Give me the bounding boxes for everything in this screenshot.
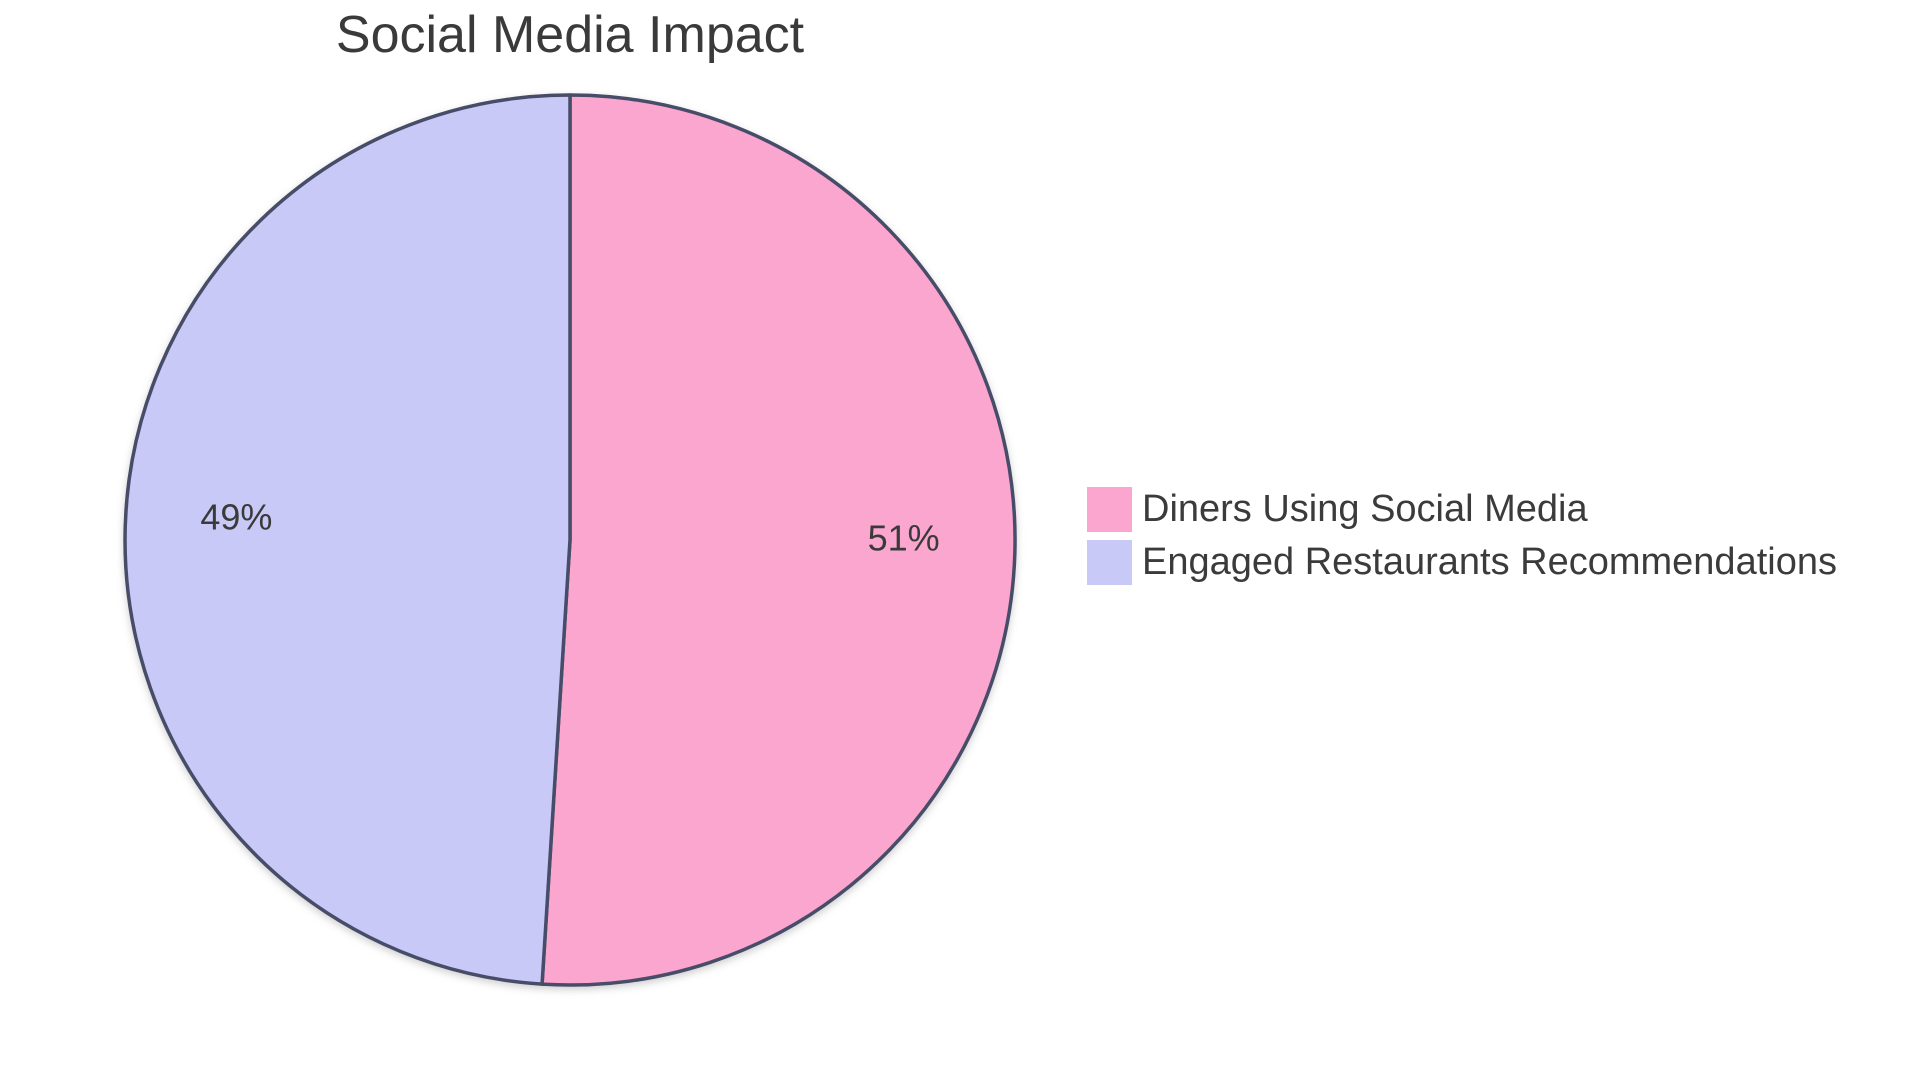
slice-percapt-label: 49%	[200, 497, 272, 538]
legend-item[interactable]: Engaged Restaurants Recommendations	[1087, 540, 1837, 585]
legend-label: Diners Using Social Media	[1142, 488, 1588, 530]
legend: Diners Using Social Media Engaged Restaur…	[1087, 487, 1837, 585]
legend-item[interactable]: Diners Using Social Media	[1087, 487, 1837, 532]
pie-slice-2[interactable]	[123, 93, 572, 986]
pie-slices-group	[123, 93, 1017, 987]
legend-label: Engaged Restaurants Recommendations	[1142, 541, 1837, 583]
legend-swatch	[1087, 487, 1132, 532]
slice-percapt-label: 51%	[868, 518, 940, 559]
pie-labels-group: 51% 49%	[200, 497, 939, 559]
pie-slice-1[interactable]	[540, 93, 1017, 987]
legend-swatch	[1087, 540, 1132, 585]
chart-title: Social Media Impact	[335, 6, 805, 64]
